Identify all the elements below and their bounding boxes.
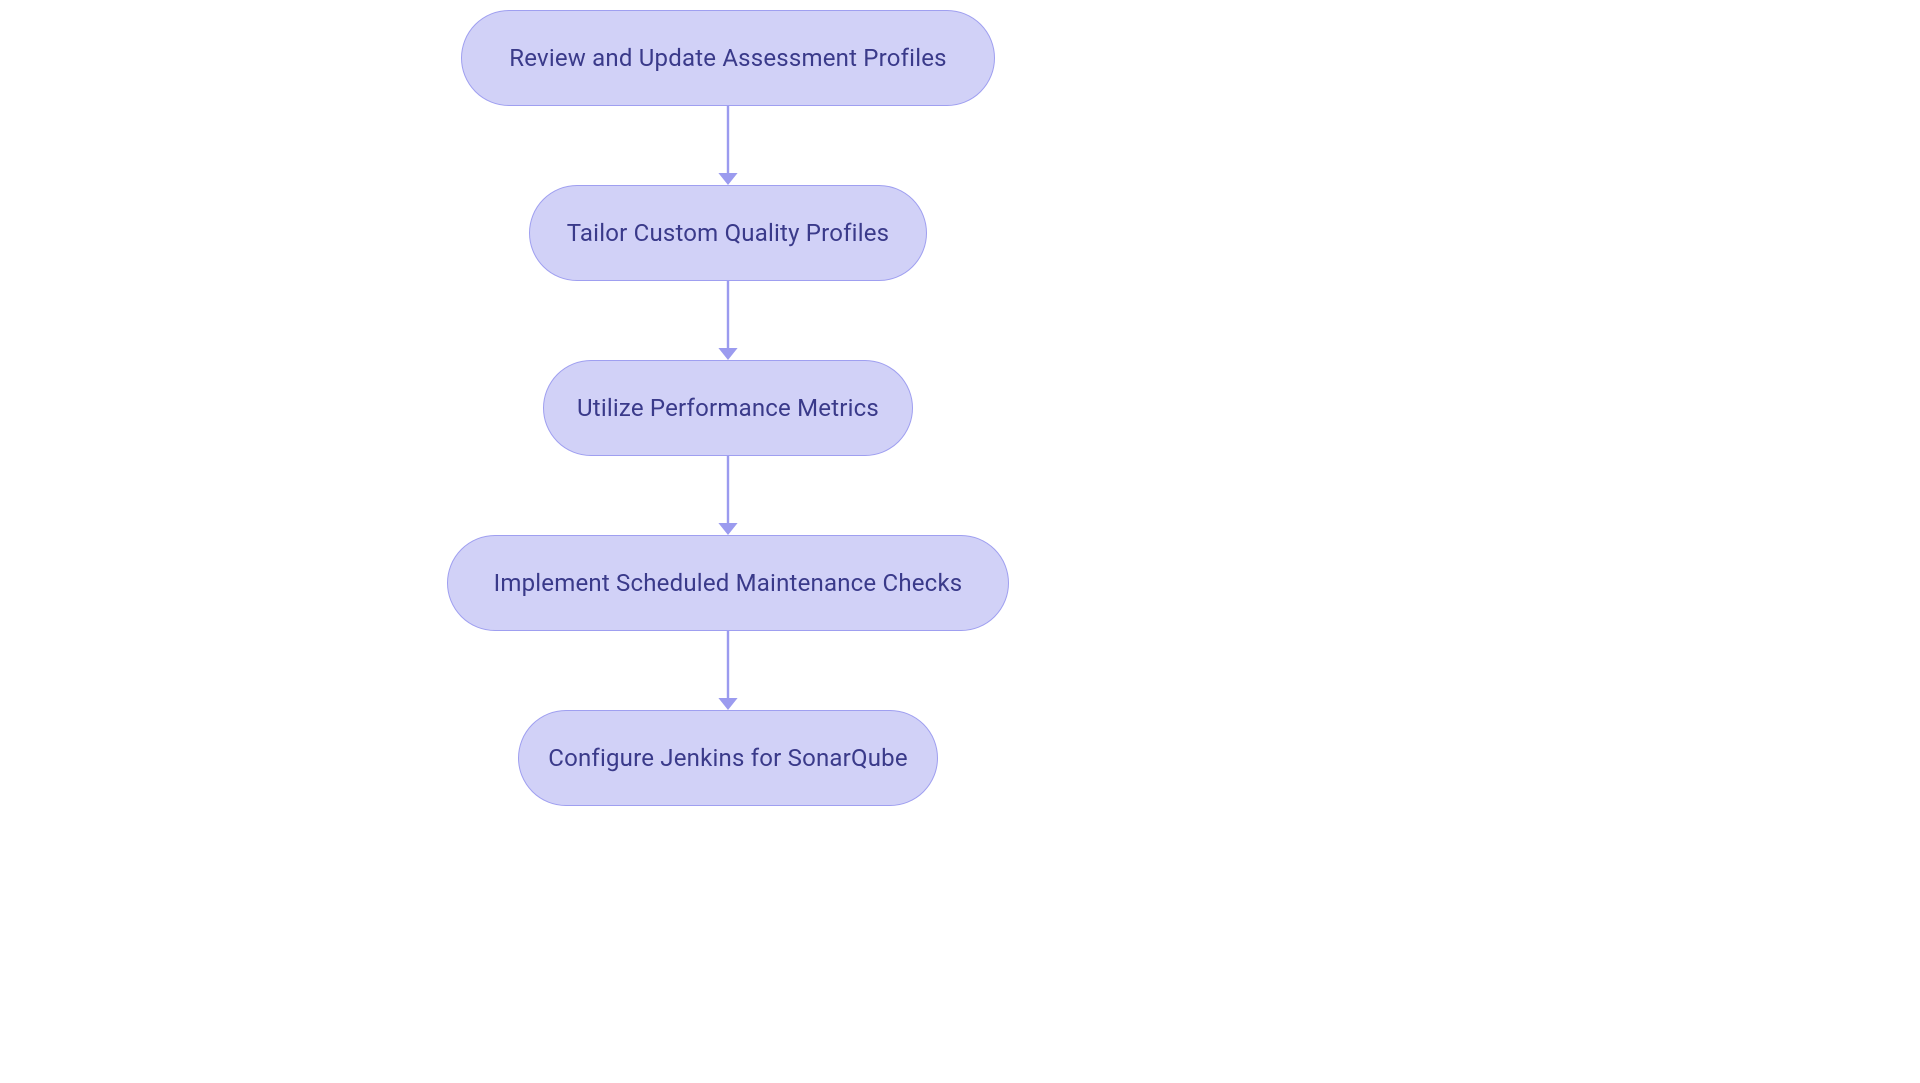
flowchart-node-label: Configure Jenkins for SonarQube	[548, 744, 908, 772]
flowchart-node-label: Implement Scheduled Maintenance Checks	[494, 569, 963, 597]
arrow-down-icon	[718, 348, 737, 360]
flowchart-arrow	[714, 281, 742, 360]
flowchart-arrow	[714, 631, 742, 710]
flowchart-node: Tailor Custom Quality Profiles	[529, 185, 927, 281]
arrow-down-icon	[718, 523, 737, 535]
flowchart-node: Configure Jenkins for SonarQube	[518, 710, 938, 806]
flowchart-node: Implement Scheduled Maintenance Checks	[447, 535, 1009, 631]
flowchart-arrow	[714, 106, 742, 185]
flowchart-node: Review and Update Assessment Profiles	[461, 10, 995, 106]
flowchart-container: Review and Update Assessment Profiles Tai…	[0, 0, 1920, 1083]
flowchart-arrow	[714, 456, 742, 535]
flowchart-node-label: Utilize Performance Metrics	[577, 394, 879, 422]
flowchart-node-label: Tailor Custom Quality Profiles	[567, 219, 890, 247]
flowchart-node: Utilize Performance Metrics	[543, 360, 913, 456]
arrow-down-icon	[718, 698, 737, 710]
arrow-down-icon	[718, 173, 737, 185]
flowchart-node-label: Review and Update Assessment Profiles	[509, 44, 947, 72]
